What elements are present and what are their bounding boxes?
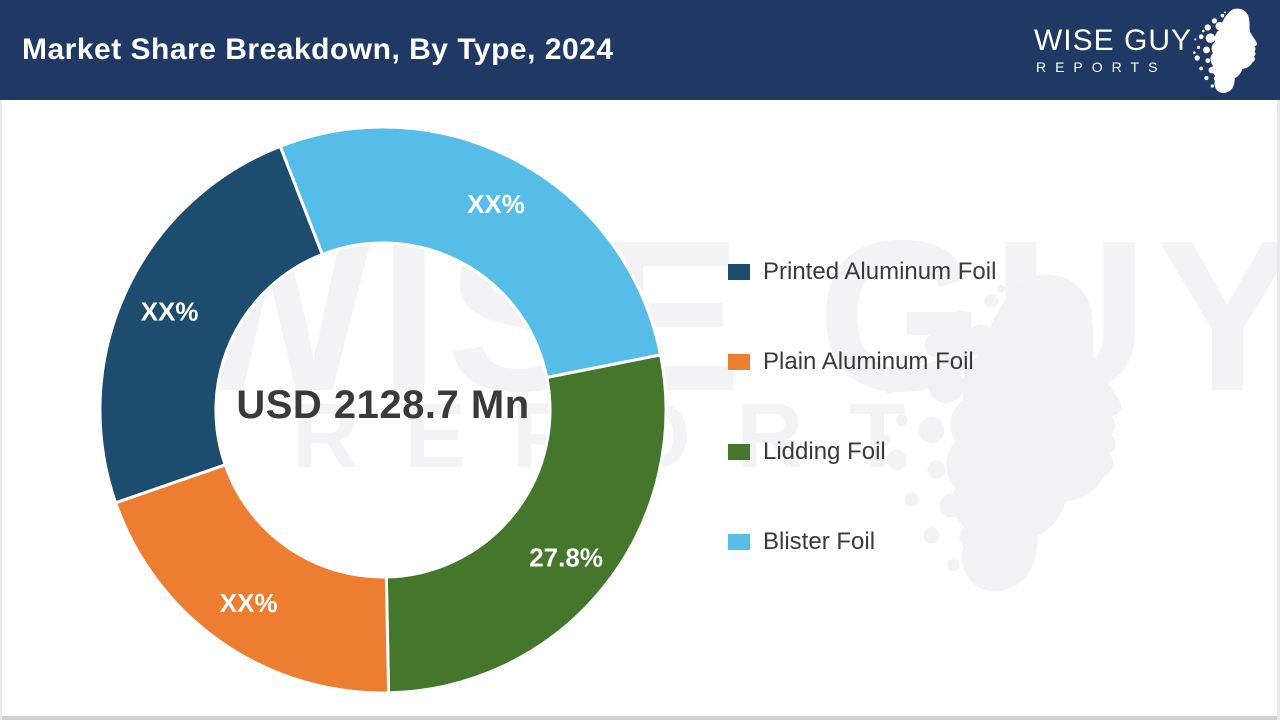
- legend-item-plain-aluminum-foil[interactable]: Plain Aluminum Foil: [728, 345, 996, 379]
- legend-item-label: Plain Aluminum Foil: [763, 348, 974, 375]
- bottom-edge: [0, 716, 1280, 720]
- donut-segment-plain-aluminum-foil[interactable]: [114, 463, 391, 695]
- donut-chart: XX% 27.8% XX% XX%: [98, 125, 668, 695]
- legend-swatch: [728, 534, 750, 550]
- logo-wordmark-line2: REPORTS: [1035, 58, 1167, 75]
- page-title: Market Share Breakdown, By Type, 2024: [22, 33, 614, 66]
- segment-label-lidding-foil: 27.8%: [529, 542, 603, 572]
- legend-swatch: [728, 264, 750, 280]
- legend-swatch: [728, 444, 750, 460]
- legend-item-lidding-foil[interactable]: Lidding Foil: [728, 435, 996, 469]
- legend: Printed Aluminum Foil Plain Aluminum Foi…: [728, 255, 996, 615]
- legend-swatch: [728, 354, 750, 370]
- legend-item-label: Blister Foil: [763, 528, 876, 555]
- header-bar: Market Share Breakdown, By Type, 2024 WI…: [0, 0, 1280, 100]
- segment-label-printed-aluminum-foil: XX%: [141, 297, 199, 327]
- center-value: USD 2128.7 Mn: [236, 383, 530, 427]
- legend-item-label: Lidding Foil: [763, 438, 886, 465]
- donut-segment-printed-aluminum-foil[interactable]: [98, 144, 324, 505]
- chart-area: WISE GUY REPORTS XX% 27.8% XX% XX% USD 2128…: [0, 100, 1280, 720]
- logo-wordmark: WISE GUY REPORTS: [1034, 25, 1192, 75]
- legend-item-printed-aluminum-foil[interactable]: Printed Aluminum Foil: [728, 255, 996, 289]
- segment-label-plain-aluminum-foil: XX%: [220, 588, 278, 618]
- right-edge: [1277, 100, 1280, 720]
- legend-item-label: Printed Aluminum Foil: [763, 258, 997, 285]
- donut-segment-blister-foil[interactable]: [278, 125, 663, 379]
- segment-label-blister-foil: XX%: [467, 189, 525, 219]
- wise-guy-logo: WISE GUY REPORTS: [1034, 4, 1268, 96]
- donut-segment-lidding-foil[interactable]: [384, 353, 668, 695]
- logo-face-icon: [1192, 8, 1258, 93]
- left-edge: [0, 100, 2, 720]
- legend-item-blister-foil[interactable]: Blister Foil: [728, 525, 996, 559]
- logo-wordmark-line1: WISE GUY: [1033, 24, 1192, 58]
